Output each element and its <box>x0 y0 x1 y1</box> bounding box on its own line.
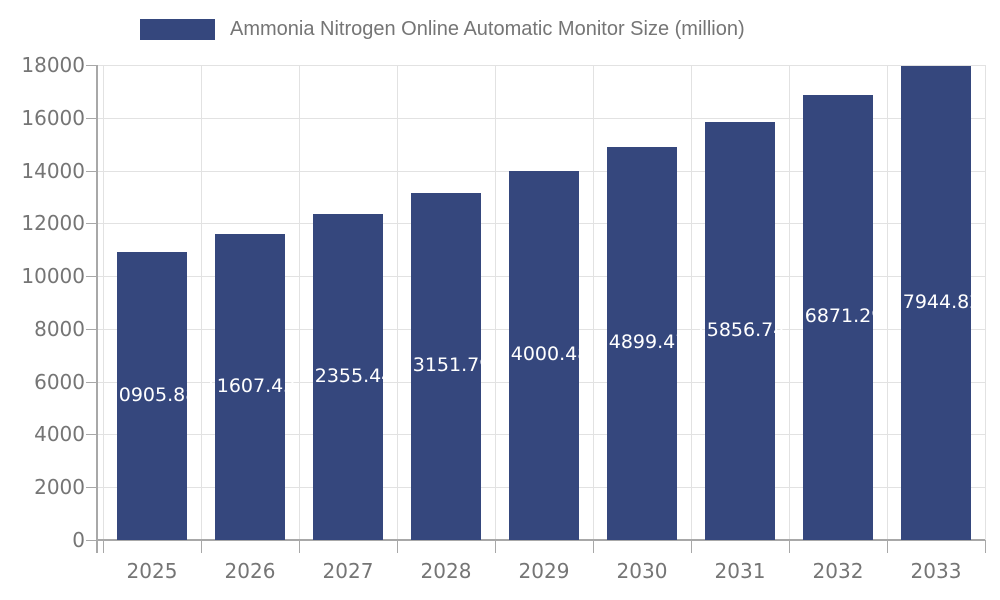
bar-2031[interactable] <box>705 121 775 540</box>
x-axis-label: 2031 <box>714 559 766 583</box>
bar-value-label: 14000.48 <box>498 343 590 366</box>
legend-item[interactable]: Ammonia Nitrogen Online Automatic Monito… <box>140 17 745 41</box>
v-gridline <box>201 65 202 540</box>
v-gridline <box>691 65 692 540</box>
y-axis-tick <box>86 118 97 119</box>
x-axis-label: 2030 <box>616 559 668 583</box>
bar-2029[interactable] <box>509 170 579 540</box>
v-gridline <box>887 65 888 540</box>
v-gridline <box>397 65 398 540</box>
bar-2030[interactable] <box>607 146 677 540</box>
bar-2033[interactable] <box>901 66 971 540</box>
y-axis-label: 10000 <box>21 264 85 288</box>
x-axis-label: 2029 <box>518 559 570 583</box>
y-axis-tick <box>86 65 97 66</box>
x-axis-tick <box>299 540 300 553</box>
x-axis-tick <box>691 540 692 553</box>
bar-value-label: 10905.88 <box>106 384 198 407</box>
y-axis-tick <box>86 276 97 277</box>
bar-value-label: 14899.47 <box>596 331 688 354</box>
y-axis-tick <box>86 382 97 383</box>
bar-2027[interactable] <box>313 213 383 540</box>
x-axis-label: 2032 <box>812 559 864 583</box>
v-gridline <box>985 65 986 540</box>
y-axis-label: 8000 <box>34 317 85 341</box>
x-axis-line <box>97 539 985 541</box>
x-axis-tick <box>985 540 986 553</box>
v-gridline <box>495 65 496 540</box>
legend-swatch <box>140 18 215 40</box>
y-axis-tick <box>86 329 97 330</box>
x-axis-tick <box>397 540 398 553</box>
x-axis-tick <box>593 540 594 553</box>
bar-value-label: 15856.74 <box>694 318 786 341</box>
y-axis-tick <box>86 434 97 435</box>
x-axis-label: 2028 <box>420 559 472 583</box>
y-axis-label: 6000 <box>34 370 85 394</box>
bar-value-label: 16871.29 <box>792 305 884 328</box>
v-gridline <box>789 65 790 540</box>
h-gridline <box>97 65 985 66</box>
y-axis-tick <box>86 171 97 172</box>
y-axis-tick <box>86 540 97 541</box>
chart-title: Ammonia Nitrogen Online Automatic Monito… <box>230 18 745 40</box>
y-axis-label: 16000 <box>21 106 85 130</box>
x-axis-label: 2027 <box>322 559 374 583</box>
x-axis-tick <box>887 540 888 553</box>
y-axis-label: 18000 <box>21 53 85 77</box>
x-axis-tick <box>201 540 202 553</box>
y-axis-label: 14000 <box>21 159 85 183</box>
bar-2032[interactable] <box>803 94 873 540</box>
x-axis-label: 2026 <box>224 559 276 583</box>
y-axis-tick <box>86 223 97 224</box>
y-axis-label: 2000 <box>34 475 85 499</box>
x-axis-label: 2025 <box>126 559 178 583</box>
bar-value-label: 13151.79 <box>400 354 492 377</box>
bar-2028[interactable] <box>411 192 481 540</box>
v-gridline <box>299 65 300 540</box>
bar-value-label: 12355.44 <box>302 364 394 387</box>
y-axis-tick <box>86 487 97 488</box>
v-gridline <box>103 65 104 540</box>
x-axis-tick <box>789 540 790 553</box>
v-gridline <box>593 65 594 540</box>
y-axis-line <box>96 65 98 553</box>
bar-2026[interactable] <box>215 233 285 540</box>
x-axis-tick <box>103 540 104 553</box>
y-axis-label: 0 <box>72 528 85 552</box>
bar-value-label: 17944.82 <box>890 291 982 314</box>
y-axis-label: 12000 <box>21 211 85 235</box>
bar-2025[interactable] <box>117 252 187 540</box>
x-axis-tick <box>495 540 496 553</box>
bar-value-label: 11607.43 <box>204 374 296 397</box>
y-axis-label: 4000 <box>34 422 85 446</box>
x-axis-label: 2033 <box>910 559 962 583</box>
h-gridline <box>97 118 985 119</box>
